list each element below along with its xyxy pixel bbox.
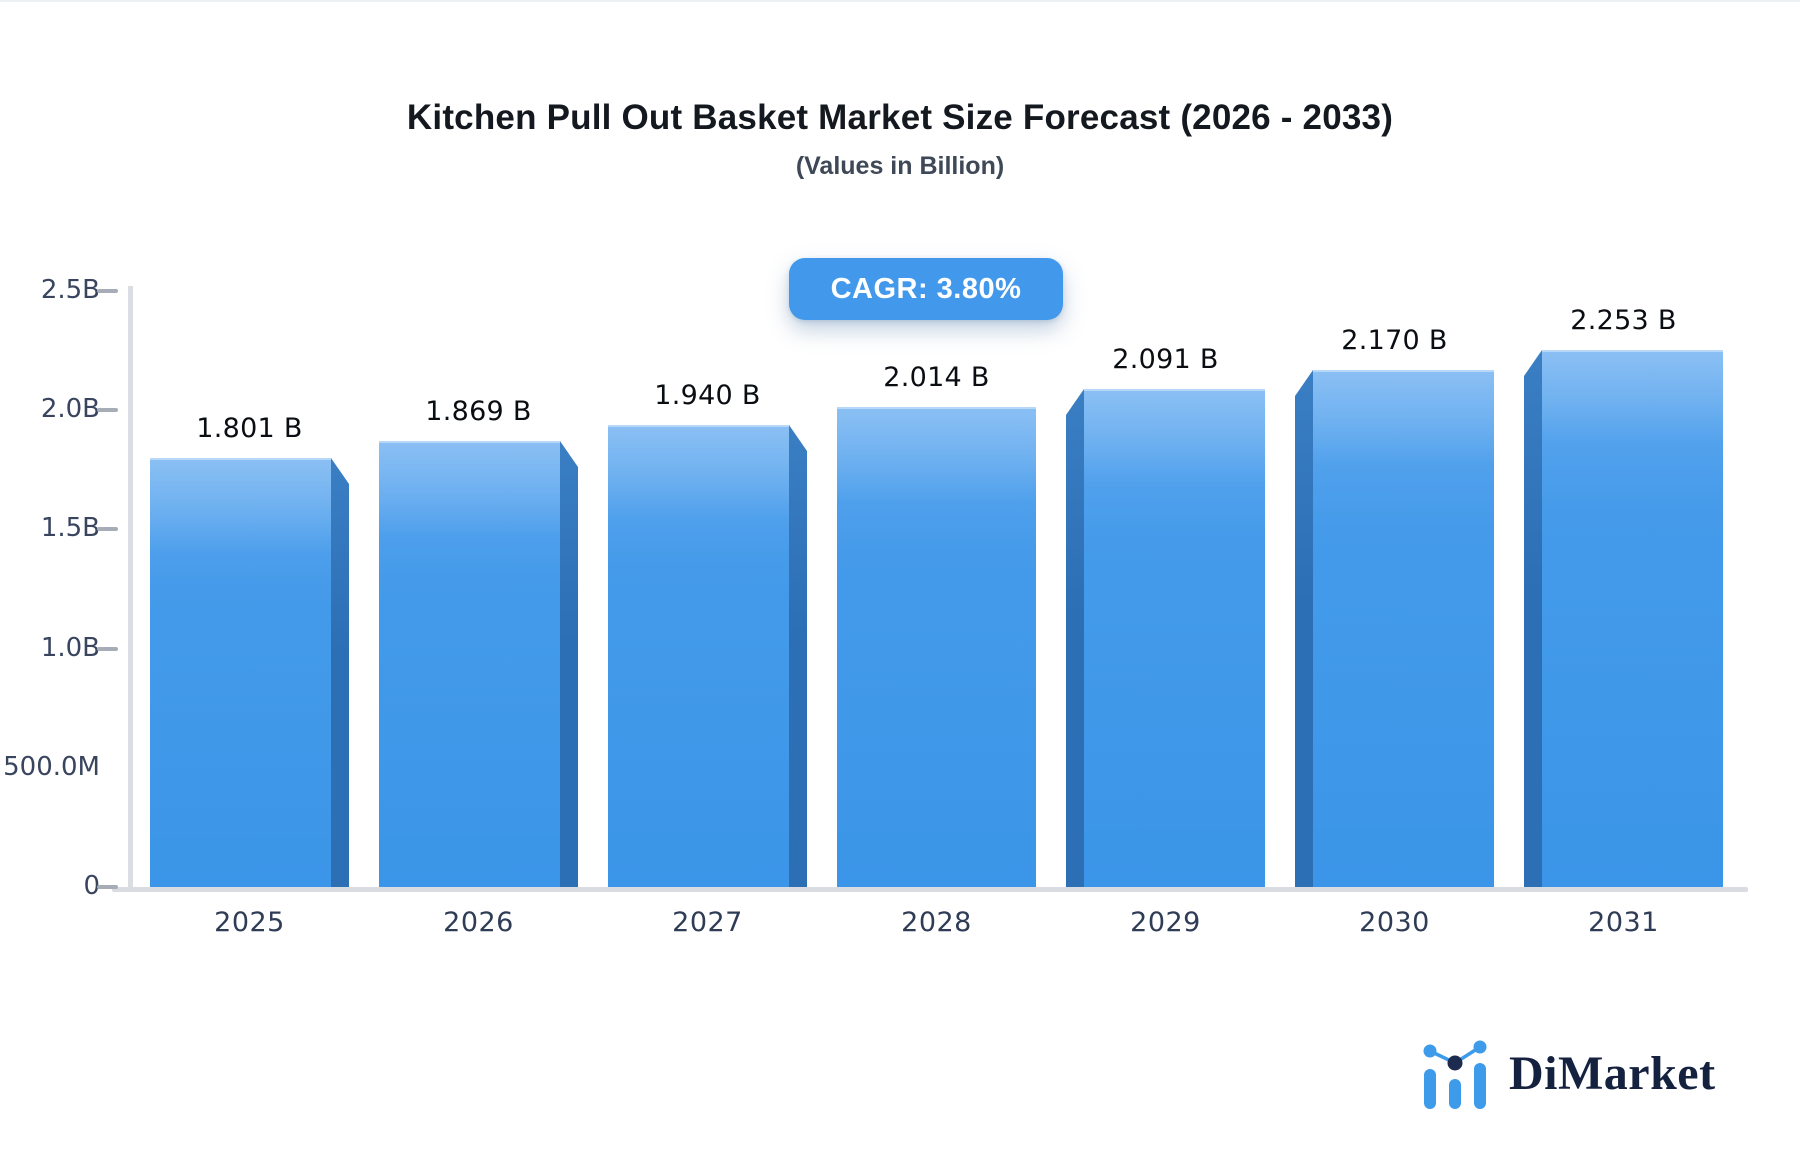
chart-subtitle: (Values in Billion) (795, 152, 1005, 180)
x-axis-label-2026: 2026 (443, 907, 514, 938)
x-axis-label-2030: 2030 (1359, 907, 1430, 938)
bar-value-label: 2.091 B (1112, 344, 1219, 375)
y-axis-tick-mark (97, 408, 118, 413)
y-axis-tick-label: 0 (83, 871, 100, 901)
y-axis-tick-label: 1.5B (40, 513, 100, 544)
bar-fill (1313, 370, 1494, 887)
bar-fill (1084, 389, 1265, 887)
bar-side-face (1295, 370, 1313, 887)
bar-2027[interactable] (608, 425, 807, 887)
bar-side-face (789, 425, 807, 887)
y-axis-tick-mark (97, 885, 118, 889)
bar-fill (379, 441, 560, 887)
y-axis-tick-label: 2.5B (40, 275, 100, 305)
bar-chart-trend-icon (1423, 1040, 1487, 1109)
cagr-badge-label: CAGR: 3.80% (830, 272, 1022, 305)
y-axis-tick-mark (97, 289, 118, 293)
bar-2031[interactable] (1524, 350, 1723, 887)
x-axis-label-2025: 2025 (214, 907, 285, 938)
x-axis-line (112, 887, 1748, 892)
bar-side-face (560, 441, 578, 887)
x-axis-label-2028: 2028 (901, 907, 972, 938)
bar-value-label: 2.170 B (1341, 325, 1448, 356)
bar-fill (150, 458, 331, 887)
bar-value-label: 1.801 B (196, 413, 303, 444)
cagr-badge: CAGR: 3.80% (789, 258, 1063, 320)
bar-2030[interactable] (1295, 370, 1494, 887)
bar-2029[interactable] (1066, 389, 1265, 887)
dimarket-logo: DiMarket (1420, 1032, 1716, 1114)
bar-value-label: 2.253 B (1570, 305, 1677, 336)
bar-value-label: 1.869 B (425, 396, 532, 427)
bar-2025[interactable] (150, 458, 349, 887)
y-axis-line (128, 286, 133, 890)
bar-fill (837, 407, 1036, 887)
y-axis-tick-label: 500.0M (3, 751, 100, 782)
bar-side-face (1066, 389, 1084, 887)
bar-fill (608, 425, 789, 887)
y-axis-tick-label: 1.0B (40, 632, 100, 663)
chart-title: Kitchen Pull Out Basket Market Size Fore… (406, 98, 1394, 137)
logo-text: DiMarket (1509, 1046, 1716, 1100)
y-axis-tick-label: 2.0B (40, 394, 100, 425)
bar-value-label: 2.014 B (883, 362, 990, 393)
y-axis-tick-mark (97, 646, 118, 651)
bar-2028[interactable] (837, 407, 1036, 887)
bar-value-label: 1.940 B (654, 380, 761, 411)
x-axis-label-2029: 2029 (1130, 907, 1201, 938)
bar-fill (1542, 350, 1723, 887)
y-axis-tick-mark (97, 527, 118, 532)
x-axis-label-2031: 2031 (1588, 907, 1659, 938)
bar-2026[interactable] (379, 441, 578, 887)
x-axis-label-2027: 2027 (672, 907, 743, 938)
bar-side-face (1524, 350, 1542, 887)
bar-side-face (331, 458, 349, 887)
